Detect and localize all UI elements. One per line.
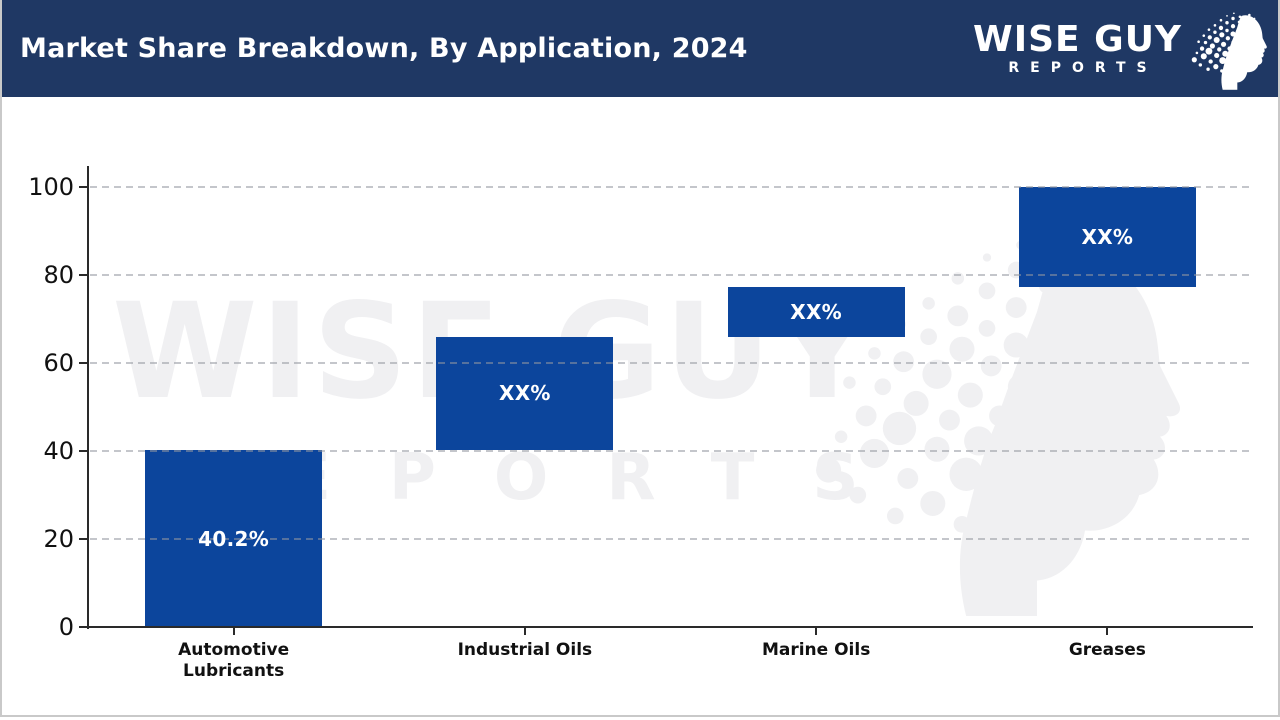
y-axis-tick-20	[79, 538, 88, 540]
x-axis-category-label-automotive-lubricants: Automotive Lubricants	[178, 640, 290, 681]
bar-value-label-marine-oils: XX%	[790, 299, 843, 324]
gridline-20	[90, 538, 1253, 540]
x-axis-category-label-industrial-oils: Industrial Oils	[457, 640, 593, 660]
x-axis-tick-automotive-lubricants	[232, 627, 235, 635]
x-axis-tick-industrial-oils	[523, 627, 526, 635]
brand-name: WISE GUY	[972, 19, 1182, 60]
brand-logo: WISE GUY REPORTS	[973, 8, 1280, 90]
y-axis-tick-label-0: 0	[58, 613, 74, 641]
y-axis-tick-0	[79, 626, 88, 628]
y-axis-tick-60	[79, 362, 88, 364]
y-axis-tick-label-60: 60	[43, 349, 74, 377]
x-axis-category-label-marine-oils: Marine Oils	[761, 640, 871, 660]
y-axis-tick-label-100: 100	[28, 173, 74, 201]
gridline-40	[90, 450, 1253, 452]
bar-value-label-automotive-lubricants: 40.2%	[198, 526, 270, 551]
y-axis-tick-40	[79, 450, 88, 452]
bar-value-label-greases: XX%	[1081, 224, 1134, 249]
y-axis-tick-label-40: 40	[43, 437, 74, 465]
gridline-80	[90, 274, 1253, 276]
brand-face-icon	[1184, 8, 1270, 90]
gridline-60	[90, 362, 1253, 364]
x-axis-tick-greases	[1106, 627, 1109, 635]
y-axis-tick-label-20: 20	[43, 525, 74, 553]
bar-value-label-industrial-oils: XX%	[498, 381, 551, 406]
x-axis-tick-marine-oils	[815, 627, 818, 635]
x-axis-line	[87, 626, 1253, 628]
y-axis-line	[87, 166, 89, 629]
header-bar: Market Share Breakdown, By Application, …	[0, 0, 1280, 97]
y-axis-tick-80	[79, 274, 88, 276]
y-axis-tick-100	[79, 186, 88, 188]
gridline-100	[90, 186, 1253, 188]
y-axis-tick-label-80: 80	[43, 261, 74, 289]
bar-industrial-oils	[436, 336, 614, 451]
x-axis-category-label-greases: Greases	[1068, 640, 1146, 660]
page-title: Market Share Breakdown, By Application, …	[20, 33, 748, 64]
brand-logo-text: WISE GUY REPORTS	[972, 19, 1182, 77]
brand-subtitle: REPORTS	[1008, 60, 1158, 76]
